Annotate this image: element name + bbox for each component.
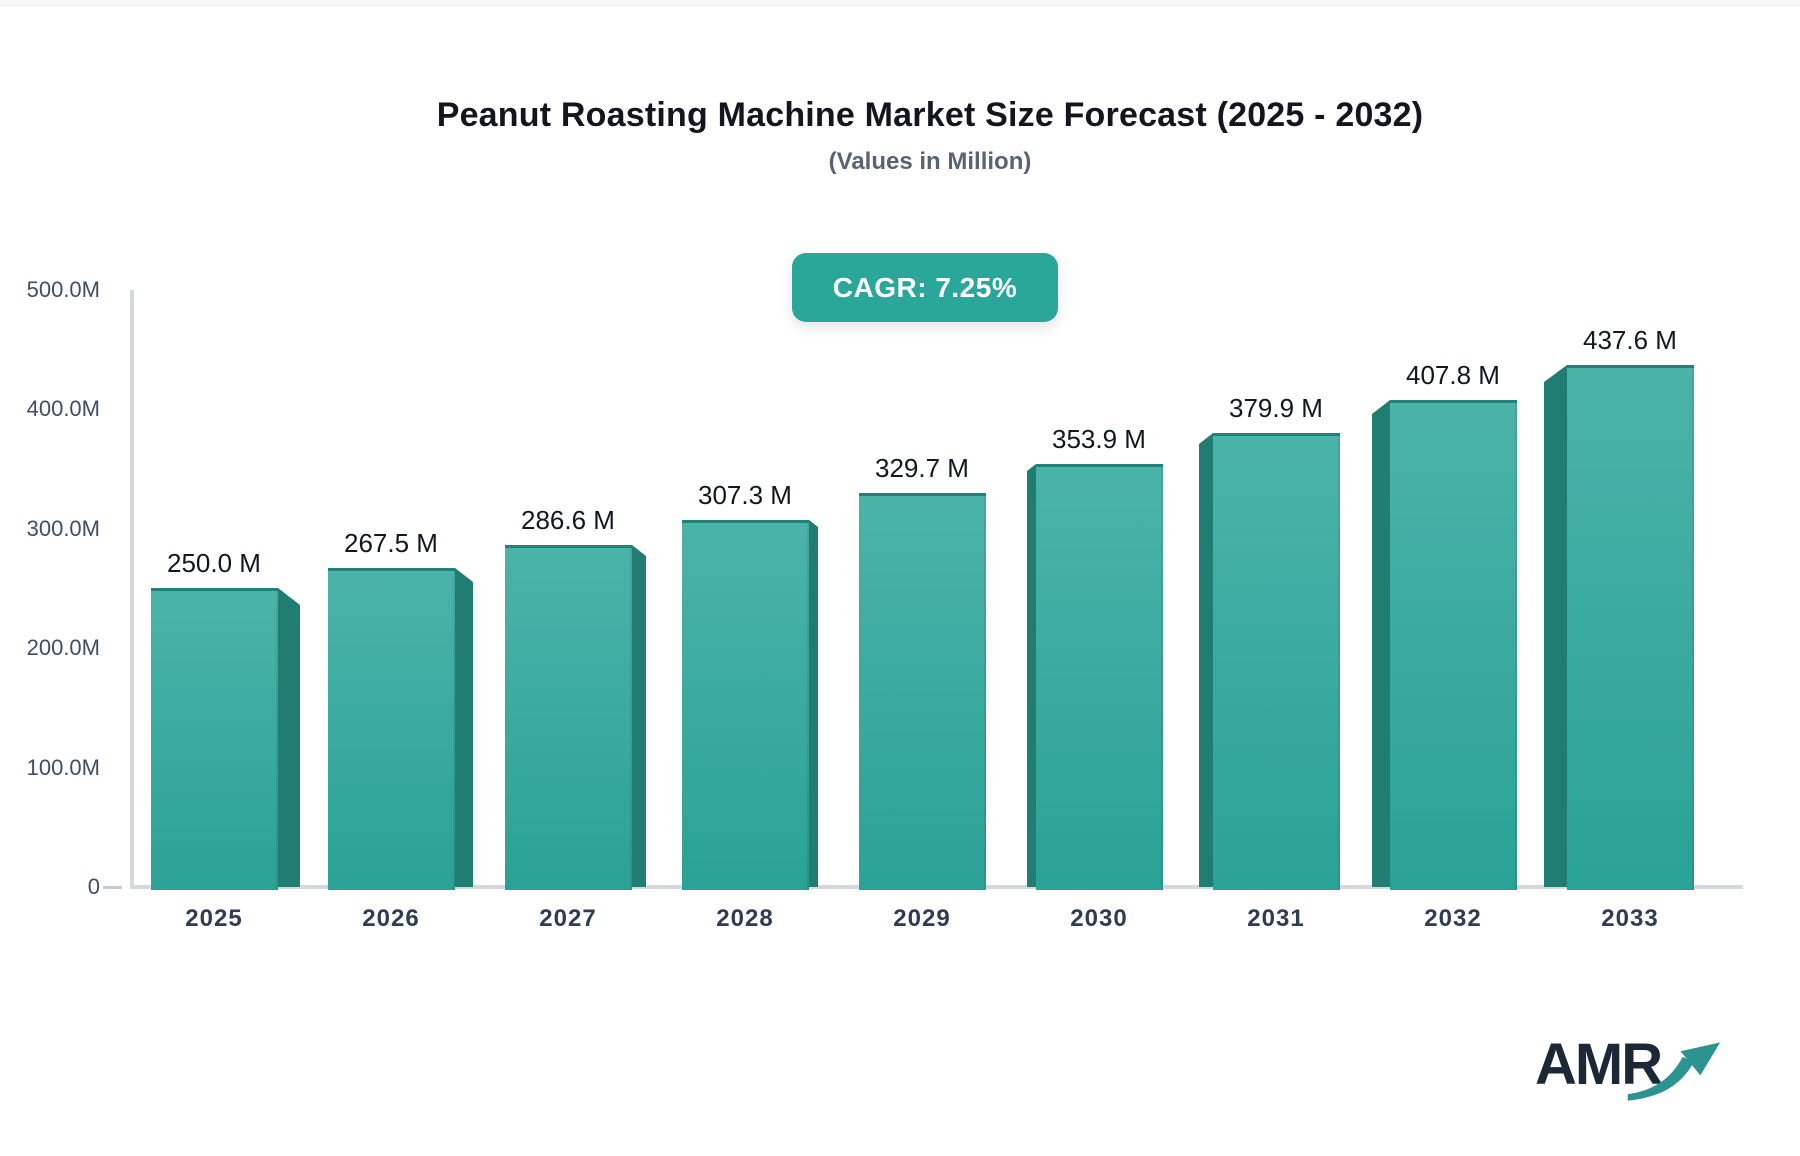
bar-2032 [1390, 400, 1517, 890]
bar-side-2033 [1544, 365, 1567, 887]
y-tick-label: 400.0M [26, 396, 100, 421]
y-tick-label: 300.0M [26, 516, 100, 541]
bar-value-label-2032: 407.8 M [1406, 360, 1500, 390]
chart-subtitle: (Values in Million) [828, 148, 1032, 175]
zero-tick-mark [103, 886, 122, 889]
bar-2033 [1567, 365, 1694, 890]
bar-side-2025 [278, 588, 300, 887]
bar-side-2026 [455, 568, 473, 887]
bar-2025 [151, 588, 278, 890]
bar-2026 [328, 568, 455, 890]
amr-logo: AMR [1535, 1036, 1735, 1136]
bar-2029 [859, 493, 986, 890]
y-tick-label: 500.0M [26, 277, 100, 302]
bar-value-label-2026: 267.5 M [344, 528, 438, 558]
amr-logo-arrow-icon [1627, 1042, 1721, 1101]
bar-value-label-2028: 307.3 M [698, 480, 792, 510]
bar-2027 [505, 545, 632, 890]
chart-title: Peanut Roasting Machine Market Size Fore… [436, 96, 1424, 134]
x-tick-label-2033: 2033 [1601, 905, 1659, 932]
cagr-badge: CAGR: 7.25% [792, 253, 1058, 322]
page-top-strip [0, 0, 1800, 6]
cagr-badge-label: CAGR: 7.25% [832, 271, 1018, 303]
amr-logo-text: AMR [1535, 1032, 1663, 1097]
bar-2028 [682, 520, 809, 890]
y-axis-line [130, 290, 134, 889]
bar-value-label-2025: 250.0 M [167, 548, 261, 578]
bar-side-2032 [1372, 400, 1390, 887]
x-tick-label-2032: 2032 [1424, 905, 1482, 932]
x-tick-label-2027: 2027 [539, 905, 597, 932]
x-tick-label-2029: 2029 [893, 905, 951, 932]
bar-side-2028 [809, 520, 818, 887]
x-tick-label-2030: 2030 [1070, 905, 1128, 932]
bar-side-2030 [1027, 464, 1036, 887]
y-tick-label: 0 [87, 874, 100, 899]
bar-2031 [1213, 433, 1340, 890]
bar-value-label-2030: 353.9 M [1052, 424, 1146, 454]
bar-value-label-2027: 286.6 M [521, 505, 615, 535]
bar-value-label-2033: 437.6 M [1583, 325, 1677, 355]
bar-value-label-2031: 379.9 M [1229, 393, 1323, 423]
y-tick-label: 200.0M [26, 635, 100, 660]
x-tick-label-2031: 2031 [1247, 905, 1305, 932]
y-tick-label: 100.0M [26, 755, 100, 780]
x-tick-label-2025: 2025 [185, 905, 243, 932]
bar-value-label-2029: 329.7 M [875, 453, 969, 483]
x-tick-label-2028: 2028 [716, 905, 774, 932]
x-tick-label-2026: 2026 [362, 905, 420, 932]
bar-side-2031 [1199, 433, 1213, 887]
bar-side-2027 [632, 545, 646, 887]
bar-2030 [1036, 464, 1163, 890]
